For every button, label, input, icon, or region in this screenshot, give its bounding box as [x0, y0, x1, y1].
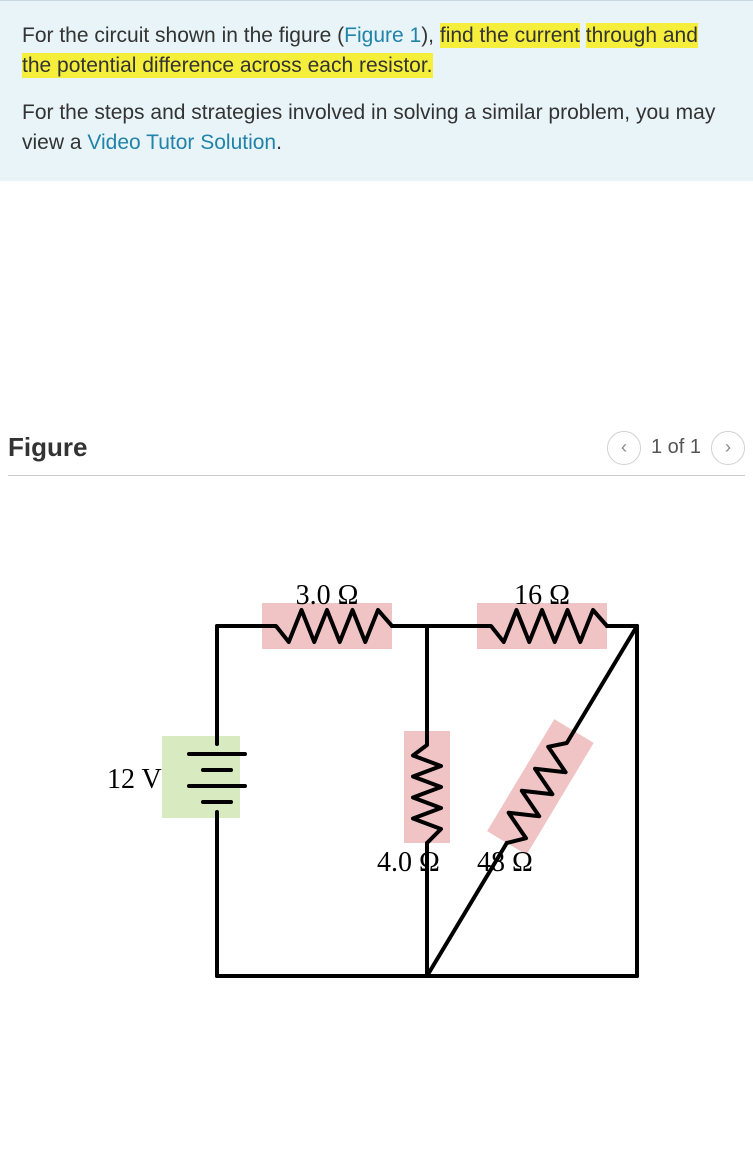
pager-next-button[interactable]: ›	[711, 431, 745, 465]
problem-prompt-box: For the circuit shown in the figure (Fig…	[0, 0, 753, 181]
pager-status-text: 1 of 1	[651, 436, 701, 459]
svg-text:16 Ω: 16 Ω	[514, 580, 570, 611]
svg-text:48 Ω: 48 Ω	[477, 847, 533, 878]
figure-header: Figure ‹ 1 of 1 ›	[8, 431, 745, 476]
figure-pager: ‹ 1 of 1 ›	[607, 431, 745, 465]
chevron-right-icon: ›	[725, 437, 731, 458]
prompt-paragraph-1: For the circuit shown in the figure (Fig…	[22, 21, 731, 82]
highlighted-text: find the current	[440, 23, 580, 48]
circuit-diagram-wrap: 3.0 Ω 16 Ω 12 V 4.0 Ω 48 Ω	[8, 476, 745, 1016]
svg-text:4.0 Ω: 4.0 Ω	[377, 847, 440, 878]
svg-text:12 V: 12 V	[107, 764, 162, 795]
figure-link[interactable]: Figure 1	[344, 24, 421, 47]
figure-title: Figure	[8, 432, 87, 463]
prompt-text: For the circuit shown in the figure (	[22, 24, 344, 47]
circuit-diagram: 3.0 Ω 16 Ω 12 V 4.0 Ω 48 Ω	[77, 536, 677, 1016]
prompt-text: ),	[421, 24, 440, 47]
prompt-text: .	[276, 131, 282, 154]
chevron-left-icon: ‹	[621, 437, 627, 458]
svg-text:3.0 Ω: 3.0 Ω	[295, 580, 358, 611]
video-tutor-link[interactable]: Video Tutor Solution	[87, 131, 276, 154]
figure-section: Figure ‹ 1 of 1 › 3.0 Ω 16 Ω 12 V 4.0 Ω 48 Ω	[0, 431, 753, 1016]
pager-prev-button[interactable]: ‹	[607, 431, 641, 465]
prompt-paragraph-2: For the steps and strategies involved in…	[22, 98, 731, 159]
